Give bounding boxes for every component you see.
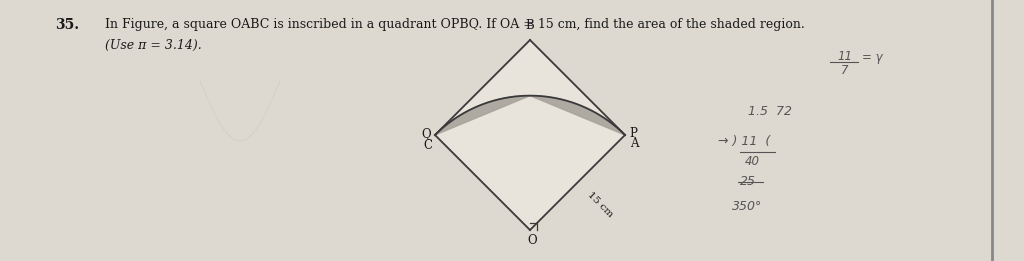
Polygon shape xyxy=(530,96,625,135)
Text: C: C xyxy=(424,139,432,152)
Text: 15 cm: 15 cm xyxy=(586,191,614,220)
Text: Q: Q xyxy=(421,127,431,140)
Text: 7: 7 xyxy=(842,64,849,77)
Text: A: A xyxy=(630,137,638,150)
Text: B: B xyxy=(525,19,535,32)
Text: → ) 11  (: → ) 11 ( xyxy=(718,135,770,148)
Text: (Use π = 3.14).: (Use π = 3.14). xyxy=(105,39,202,52)
Text: 40: 40 xyxy=(745,155,760,168)
Text: 11: 11 xyxy=(838,50,853,63)
Text: In Figure, a square OABC is inscribed in a quadrant OPBQ. If OA = 15 cm, find th: In Figure, a square OABC is inscribed in… xyxy=(105,18,805,31)
Polygon shape xyxy=(435,40,625,230)
Text: P: P xyxy=(629,127,637,140)
Text: = γ: = γ xyxy=(862,51,883,64)
Text: O: O xyxy=(527,234,538,247)
Text: 1.5  72: 1.5 72 xyxy=(748,105,792,118)
Polygon shape xyxy=(435,96,530,135)
Text: 350°: 350° xyxy=(732,200,762,213)
Text: 25: 25 xyxy=(740,175,756,188)
Text: 35.: 35. xyxy=(55,18,79,32)
